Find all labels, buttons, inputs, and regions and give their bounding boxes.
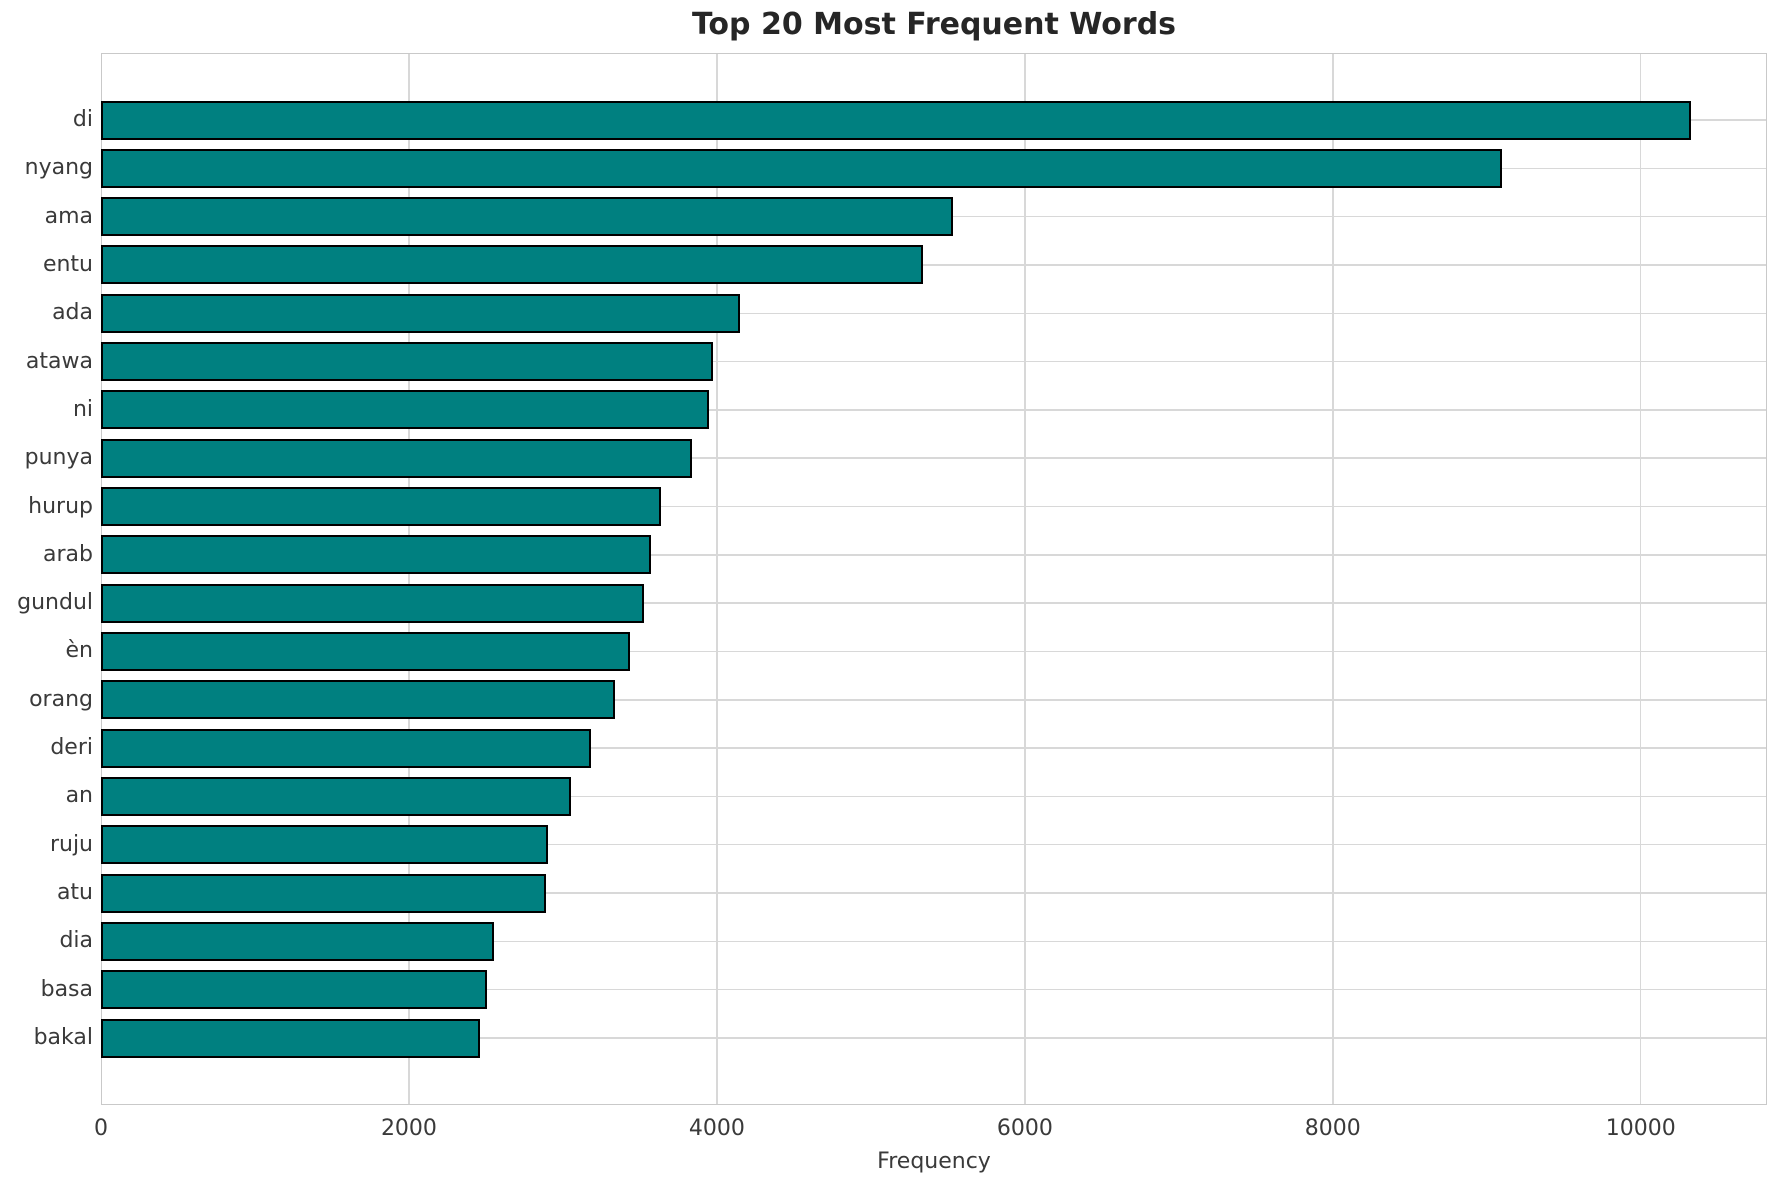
bar-atawa: [101, 342, 714, 382]
bar-ama: [101, 197, 954, 237]
y-tick-label: dia: [59, 928, 93, 954]
bar-gundul: [101, 583, 644, 623]
y-gridline: [101, 940, 1767, 943]
y-tick-label: entu: [42, 251, 93, 277]
x-tick-label: 4000: [688, 1116, 745, 1141]
x-gridline: [1639, 53, 1642, 1105]
y-tick-label: ada: [52, 300, 93, 326]
y-gridline: [101, 747, 1767, 749]
bar-hurup: [101, 487, 662, 527]
y-gridline: [101, 843, 1767, 846]
y-gridline: [101, 554, 1767, 556]
y-tick-label: gundul: [17, 590, 93, 616]
bar-entu: [101, 245, 924, 285]
y-tick-label: ruju: [49, 831, 93, 857]
y-tick-label: atawa: [25, 348, 93, 374]
y-tick-label: orang: [29, 686, 93, 712]
bar-bakal: [101, 1018, 480, 1058]
bar-ada: [101, 293, 740, 333]
y-tick-label: an: [65, 783, 93, 809]
y-gridline: [101, 312, 1767, 314]
bar-èn: [101, 631, 630, 671]
y-tick-label: nyang: [24, 155, 93, 181]
y-tick-label: ni: [72, 396, 93, 422]
y-gridline: [101, 988, 1767, 991]
bar-orang: [101, 680, 616, 720]
bar-deri: [101, 728, 591, 768]
y-gridline: [101, 360, 1767, 363]
y-gridline: [101, 892, 1767, 894]
bar-arab: [101, 535, 652, 575]
x-tick-label: 2000: [380, 1116, 437, 1141]
y-tick-label: basa: [40, 976, 93, 1002]
y-tick-label: hurup: [28, 493, 93, 519]
y-tick-label: punya: [24, 445, 93, 471]
bar-basa: [101, 970, 487, 1010]
y-gridline: [101, 1037, 1767, 1039]
y-tick-label: atu: [56, 880, 93, 906]
y-gridline: [101, 602, 1767, 604]
x-gridline: [716, 53, 718, 1105]
y-tick-label: bakal: [33, 1025, 93, 1050]
y-gridline: [101, 457, 1767, 459]
y-gridline: [101, 650, 1767, 653]
bar-ruju: [101, 825, 548, 865]
y-tick-label: èn: [65, 638, 93, 664]
y-tick-label: di: [72, 107, 93, 132]
y-tick-label: arab: [43, 541, 93, 567]
bar-nyang: [101, 148, 1503, 188]
x-gridline: [408, 53, 410, 1105]
chart-title: Top 20 Most Frequent Words: [691, 7, 1177, 42]
x-tick-label: 0: [94, 1116, 108, 1141]
bar-ni: [101, 390, 710, 430]
y-gridline: [101, 409, 1767, 411]
y-tick-label: deri: [50, 735, 93, 761]
bar-dia: [101, 921, 495, 961]
bar-punya: [101, 438, 693, 478]
x-tick-label: 6000: [996, 1116, 1053, 1141]
x-tick-label: 8000: [1304, 1116, 1361, 1141]
y-tick-label: ama: [44, 203, 93, 229]
bar-an: [101, 776, 571, 816]
y-gridline: [101, 795, 1767, 798]
x-tick-label: 10000: [1605, 1116, 1676, 1141]
y-gridline: [101, 699, 1767, 701]
x-gridline: [1024, 53, 1026, 1105]
x-gridline: [1332, 53, 1334, 1105]
bar-di: [101, 100, 1691, 140]
x-axis-label: Frequency: [877, 1149, 991, 1174]
y-gridline: [101, 264, 1767, 266]
bar-atu: [101, 873, 546, 913]
y-gridline: [101, 505, 1767, 508]
